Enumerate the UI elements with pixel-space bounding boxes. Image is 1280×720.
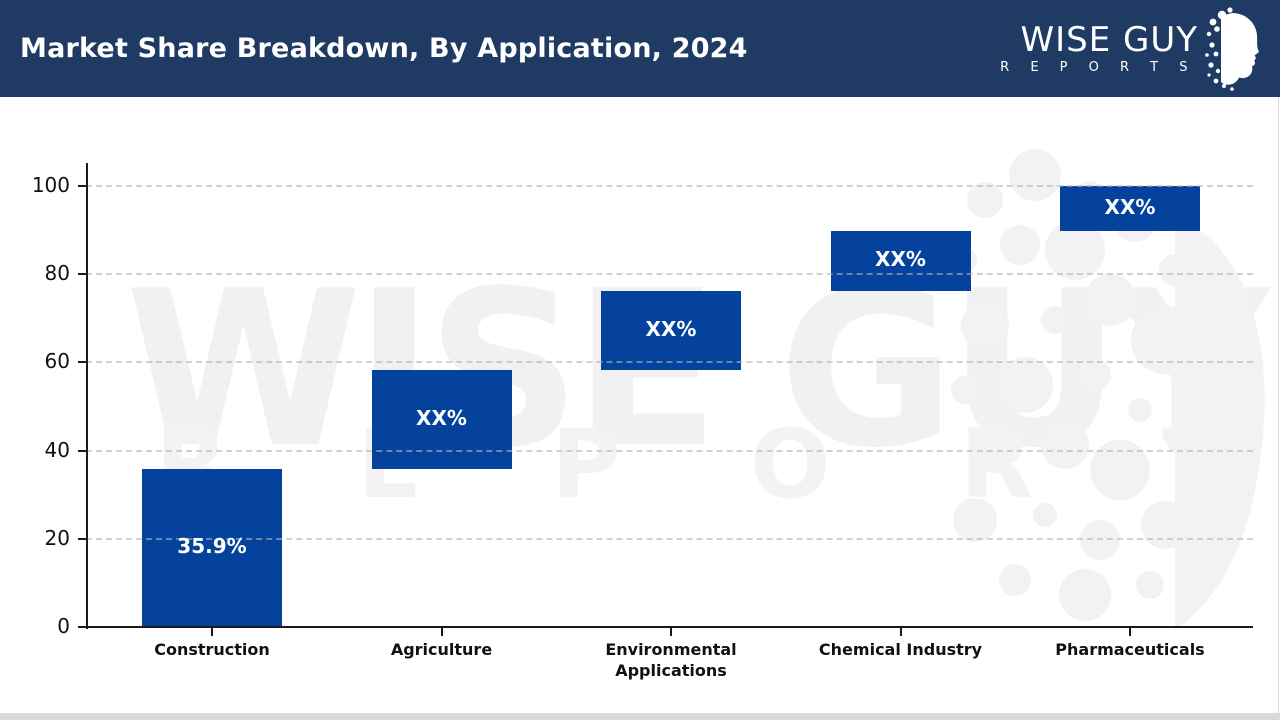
gridline-40 — [86, 449, 1253, 452]
y-tick-label-20: 20 — [44, 525, 70, 550]
x-tick-pharmaceuticals — [1129, 628, 1131, 636]
bar-value-label-construction: 35.9% — [177, 533, 247, 558]
logo-wordmark: WISE GUY — [1020, 19, 1198, 60]
y-tick-label-80: 80 — [44, 261, 70, 286]
gridline-80 — [86, 273, 1253, 276]
bar-agriculture — [371, 370, 512, 469]
bar-environmental-applications — [601, 291, 741, 371]
category-label-agriculture: Agriculture — [390, 640, 493, 659]
y-tick-label-60: 60 — [44, 349, 70, 374]
y-tick-80 — [78, 273, 86, 276]
x-tick-construction — [211, 628, 213, 636]
category-label-pharmaceuticals: Pharmaceuticals — [1055, 640, 1205, 659]
y-tick-label-0: 0 — [57, 614, 70, 638]
bar-value-label-chemical-industry: XX% — [875, 247, 926, 272]
y-tick-20 — [78, 537, 86, 540]
y-tick-100 — [78, 185, 86, 187]
category-label-chemical-industry: Chemical Industry — [818, 640, 983, 659]
logo-subtext: R E P O R T S — [1000, 59, 1196, 75]
x-tick-chemical-industry — [899, 628, 902, 636]
bar-value-label-agriculture: XX% — [416, 405, 467, 430]
y-tick-40 — [78, 449, 86, 452]
bar-construction — [142, 468, 282, 627]
logo-text: WISE GUY R E P O R T S — [1000, 23, 1198, 75]
logo-head-icon — [1205, 6, 1259, 91]
y-axis-line — [86, 163, 88, 629]
category-label-environmental-applications: Environmental Applications — [605, 640, 737, 680]
header: Market Share Breakdown, By Application, … — [0, 0, 1280, 97]
bar-value-label-environmental-applications: XX% — [645, 316, 697, 341]
bar-chemical-industry — [830, 231, 971, 292]
y-tick-label-40: 40 — [44, 437, 70, 462]
gridline-60 — [86, 361, 1253, 364]
category-label-construction: Construction — [154, 640, 270, 659]
bar-value-label-pharmaceuticals: XX% — [1104, 194, 1156, 219]
wiseguy-logo: WISE GUY R E P O R T S — [1000, 6, 1266, 91]
bottom-edge-strip — [0, 713, 1280, 720]
right-edge-line — [1278, 97, 1279, 720]
x-tick-agriculture — [440, 628, 443, 636]
x-axis-line — [86, 626, 1253, 628]
gridline-100 — [86, 185, 1253, 187]
y-tick-label-100: 100 — [31, 173, 70, 197]
y-tick-0 — [78, 626, 86, 628]
bar-pharmaceuticals — [1060, 186, 1200, 232]
chart-title: Market Share Breakdown, By Application, … — [20, 33, 748, 64]
y-tick-60 — [78, 361, 86, 364]
watermark-head-icon — [951, 149, 1265, 630]
x-tick-environmental-applications — [670, 628, 672, 636]
gridline-20 — [86, 537, 1253, 540]
